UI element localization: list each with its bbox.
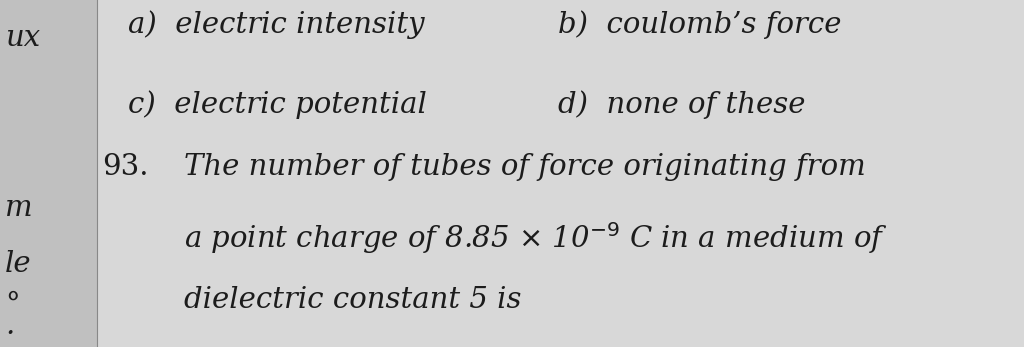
Text: 93.: 93. [102,153,148,181]
FancyBboxPatch shape [0,0,97,347]
Text: m: m [5,194,33,222]
Text: dielectric constant 5 is: dielectric constant 5 is [184,286,522,314]
Text: b)  coulomb’s force: b) coulomb’s force [558,10,842,39]
Text: .: . [5,312,14,340]
Text: d)  none of these: d) none of these [558,90,806,119]
Text: a point charge of 8.85 $\times$ 10$^{-9}$ C in a medium of: a point charge of 8.85 $\times$ 10$^{-9}… [184,220,888,256]
Text: le: le [5,250,32,278]
Text: The number of tubes of force originating from: The number of tubes of force originating… [184,153,866,181]
Text: ux: ux [5,24,40,52]
Text: c)  electric potential: c) electric potential [128,90,427,119]
Text: °: ° [5,291,19,320]
Text: a)  electric intensity: a) electric intensity [128,10,425,39]
